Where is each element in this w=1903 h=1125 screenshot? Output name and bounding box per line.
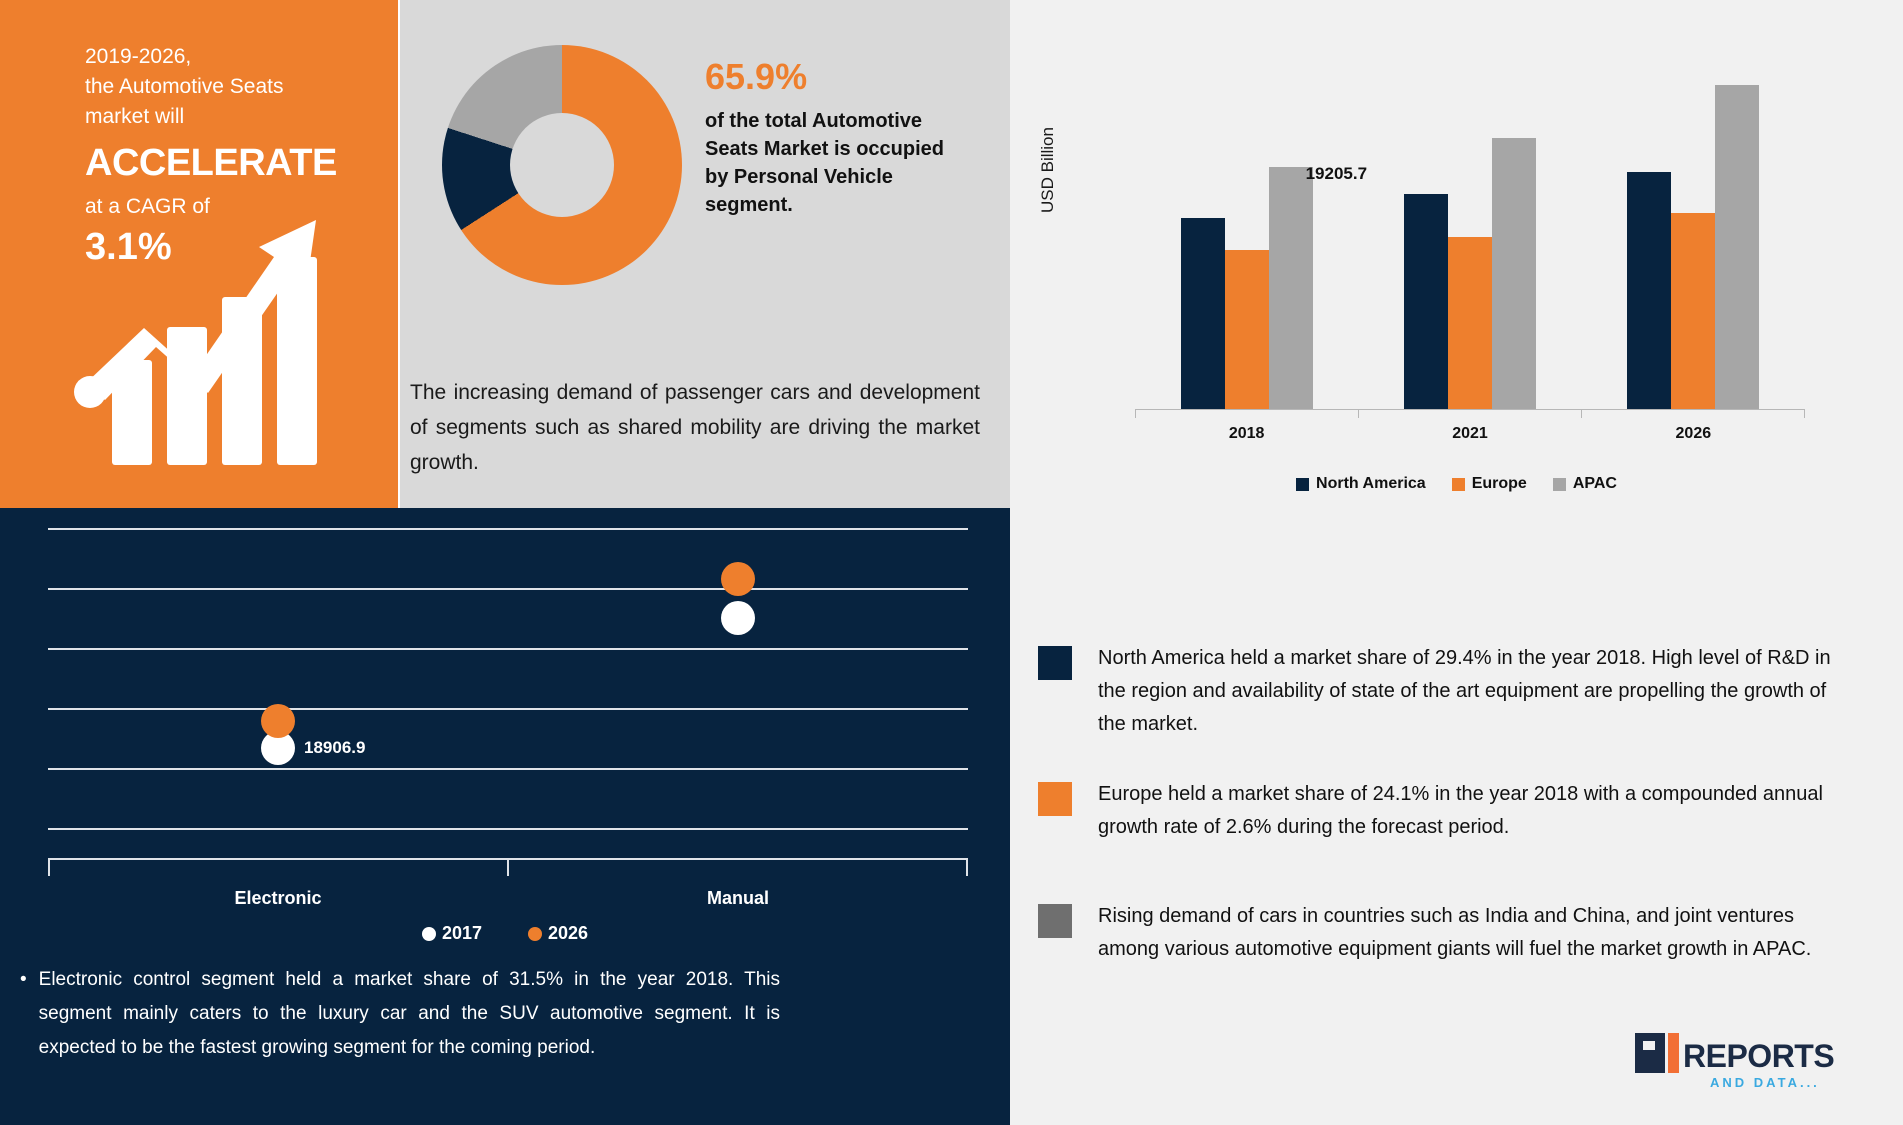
note-color-swatch-apac — [1038, 904, 1072, 938]
region-notes-panel: North America held a market share of 29.… — [1010, 620, 1903, 1125]
bar-eu — [1671, 213, 1716, 410]
bar-na — [1627, 171, 1672, 410]
dot-plot-bullet: • Electronic control segment held a mark… — [20, 963, 780, 1065]
dot-plot-category-axis — [48, 858, 968, 880]
dot-legend-label: 2017 — [441, 923, 482, 943]
dot-plot-data-label: 18906.9 — [304, 738, 366, 758]
dot-plot-gridline — [48, 828, 968, 830]
dot-plot-axis-tick — [966, 858, 968, 876]
donut-description: of the total Automotive Seats Market is … — [705, 110, 944, 216]
bar-axis-tick — [1135, 410, 1136, 418]
note-text-europe: Europe held a market share of 24.1% in t… — [1098, 783, 1823, 838]
bar-x-label: 2021 — [1452, 425, 1488, 442]
dot-legend-swatch-icon — [528, 926, 542, 941]
bar-ap — [1715, 84, 1760, 410]
bar-legend-item: North America — [1296, 475, 1426, 493]
bar-legend-label: Europe — [1471, 475, 1527, 492]
bar-na — [1180, 217, 1225, 410]
note-north-america: North America held a market share of 29.… — [1038, 642, 1858, 741]
dot-plot-chart: 18906.9 — [48, 528, 968, 830]
note-europe: Europe held a market share of 24.1% in t… — [1038, 778, 1858, 844]
bar-eu — [1224, 250, 1269, 410]
bar-legend-item: Europe — [1451, 475, 1527, 493]
dot-plot-gridline — [48, 768, 968, 770]
bar-legend-swatch-icon — [1552, 477, 1566, 491]
dot-plot-legend: 2017 2026 — [0, 923, 1010, 944]
dot-marker-2026 — [261, 703, 295, 738]
reports-and-data-logo: REPORTS AND DATA... — [1635, 1031, 1865, 1093]
svg-text:REPORTS: REPORTS — [1683, 1038, 1834, 1074]
dot-plot-category-label: Electronic — [234, 888, 322, 908]
bar-legend-swatch-icon — [1451, 477, 1465, 491]
dot-plot-gridline — [48, 528, 968, 530]
dot-plot-gridline — [48, 588, 968, 590]
dot-marker-2026 — [721, 561, 755, 596]
bar-group — [1135, 50, 1358, 410]
dot-plot-category-label: Manual — [706, 888, 769, 908]
dot-plot-category-labels: Electronic Manual — [48, 888, 968, 909]
bullet-icon: • — [20, 969, 27, 990]
bar-ap — [1268, 167, 1313, 410]
accelerate-cagr-value: 3.1% — [85, 226, 172, 268]
dot-plot-bullet-text: Electronic control segment held a market… — [38, 969, 780, 1058]
bar-axis-tick — [1804, 410, 1805, 418]
dot-plot-axis-tick — [48, 858, 50, 876]
donut-hole — [510, 113, 614, 217]
dot-marker-2017 — [721, 601, 755, 635]
bar-chart-y-axis-label: USD Billion — [1038, 127, 1057, 213]
bar-x-label: 2018 — [1228, 425, 1265, 442]
bar-data-label: 19205.7 — [1305, 163, 1368, 183]
note-text-apac: Rising demand of cars in countries such … — [1098, 905, 1812, 960]
donut-percent-value: 65.9% — [705, 56, 808, 97]
donut-chart — [442, 45, 682, 285]
bar-x-label: 2026 — [1675, 425, 1712, 442]
dot-plot-gridline — [48, 648, 968, 650]
dot-legend-label: 2026 — [548, 923, 589, 943]
dot-legend-item: 2026 — [528, 923, 588, 944]
accelerate-text-block: 2019-2026, the Automotive Seats market w… — [85, 42, 385, 270]
donut-panel: 65.9% of the total Automotive Seats Mark… — [400, 0, 1010, 508]
accelerate-headline: ACCELERATE — [85, 142, 337, 184]
accelerate-line-2: the Automotive Seats — [85, 75, 284, 98]
bar-eu — [1447, 236, 1492, 410]
bar-legend-item: APAC — [1552, 475, 1617, 493]
bar-chart-x-labels: 2018 2021 2026 — [1135, 425, 1805, 443]
dot-legend-item: 2017 — [421, 923, 482, 944]
note-apac: Rising demand of cars in countries such … — [1038, 900, 1858, 966]
bar-chart-panel: USD Billion 19205.7 2018 2021 2026 North A… — [1010, 0, 1903, 620]
bar-legend-swatch-icon — [1296, 477, 1310, 491]
bar-chart-groups: 19205.7 — [1135, 50, 1805, 410]
bar-chart-x-axis — [1135, 409, 1805, 410]
accelerate-panel: 2019-2026, the Automotive Seats market w… — [0, 0, 400, 508]
donut-note-text: The increasing demand of passenger cars … — [410, 381, 980, 474]
bar-chart-plot-area: 19205.7 — [1135, 50, 1805, 418]
note-color-swatch-europe — [1038, 782, 1072, 816]
dot-plot-panel: 18906.9 Electronic Manual 2017 2026 • Elec… — [0, 508, 1010, 1125]
bar-axis-tick — [1581, 410, 1582, 418]
note-text-north-america: North America held a market share of 29.… — [1098, 647, 1831, 735]
logo-mark-icon — [1635, 1033, 1679, 1073]
bar-ap — [1491, 137, 1536, 410]
growth-arrow-bar-chart-icon — [60, 185, 400, 465]
bar-legend-label: North America — [1316, 475, 1426, 492]
svg-text:AND DATA...: AND DATA... — [1710, 1075, 1820, 1090]
dot-legend-swatch-icon — [421, 926, 436, 941]
bar-axis-tick — [1358, 410, 1359, 418]
bar-legend-label: APAC — [1572, 475, 1617, 492]
accelerate-line-3: market will — [85, 105, 185, 128]
bar-na — [1403, 193, 1448, 410]
bar-chart-legend: North America Europe APAC — [1010, 475, 1903, 493]
note-color-swatch-north-america — [1038, 646, 1072, 680]
donut-callout: 65.9% of the total Automotive Seats Mark… — [705, 55, 965, 219]
dot-plot-gridline — [48, 708, 968, 710]
bar-group — [1582, 50, 1805, 410]
bar-group: 19205.7 — [1306, 50, 1581, 410]
dot-plot-axis-tick — [507, 858, 509, 876]
accelerate-cagr-caption: at a CAGR of — [85, 195, 210, 218]
accelerate-line-1: 2019-2026, — [85, 45, 192, 68]
